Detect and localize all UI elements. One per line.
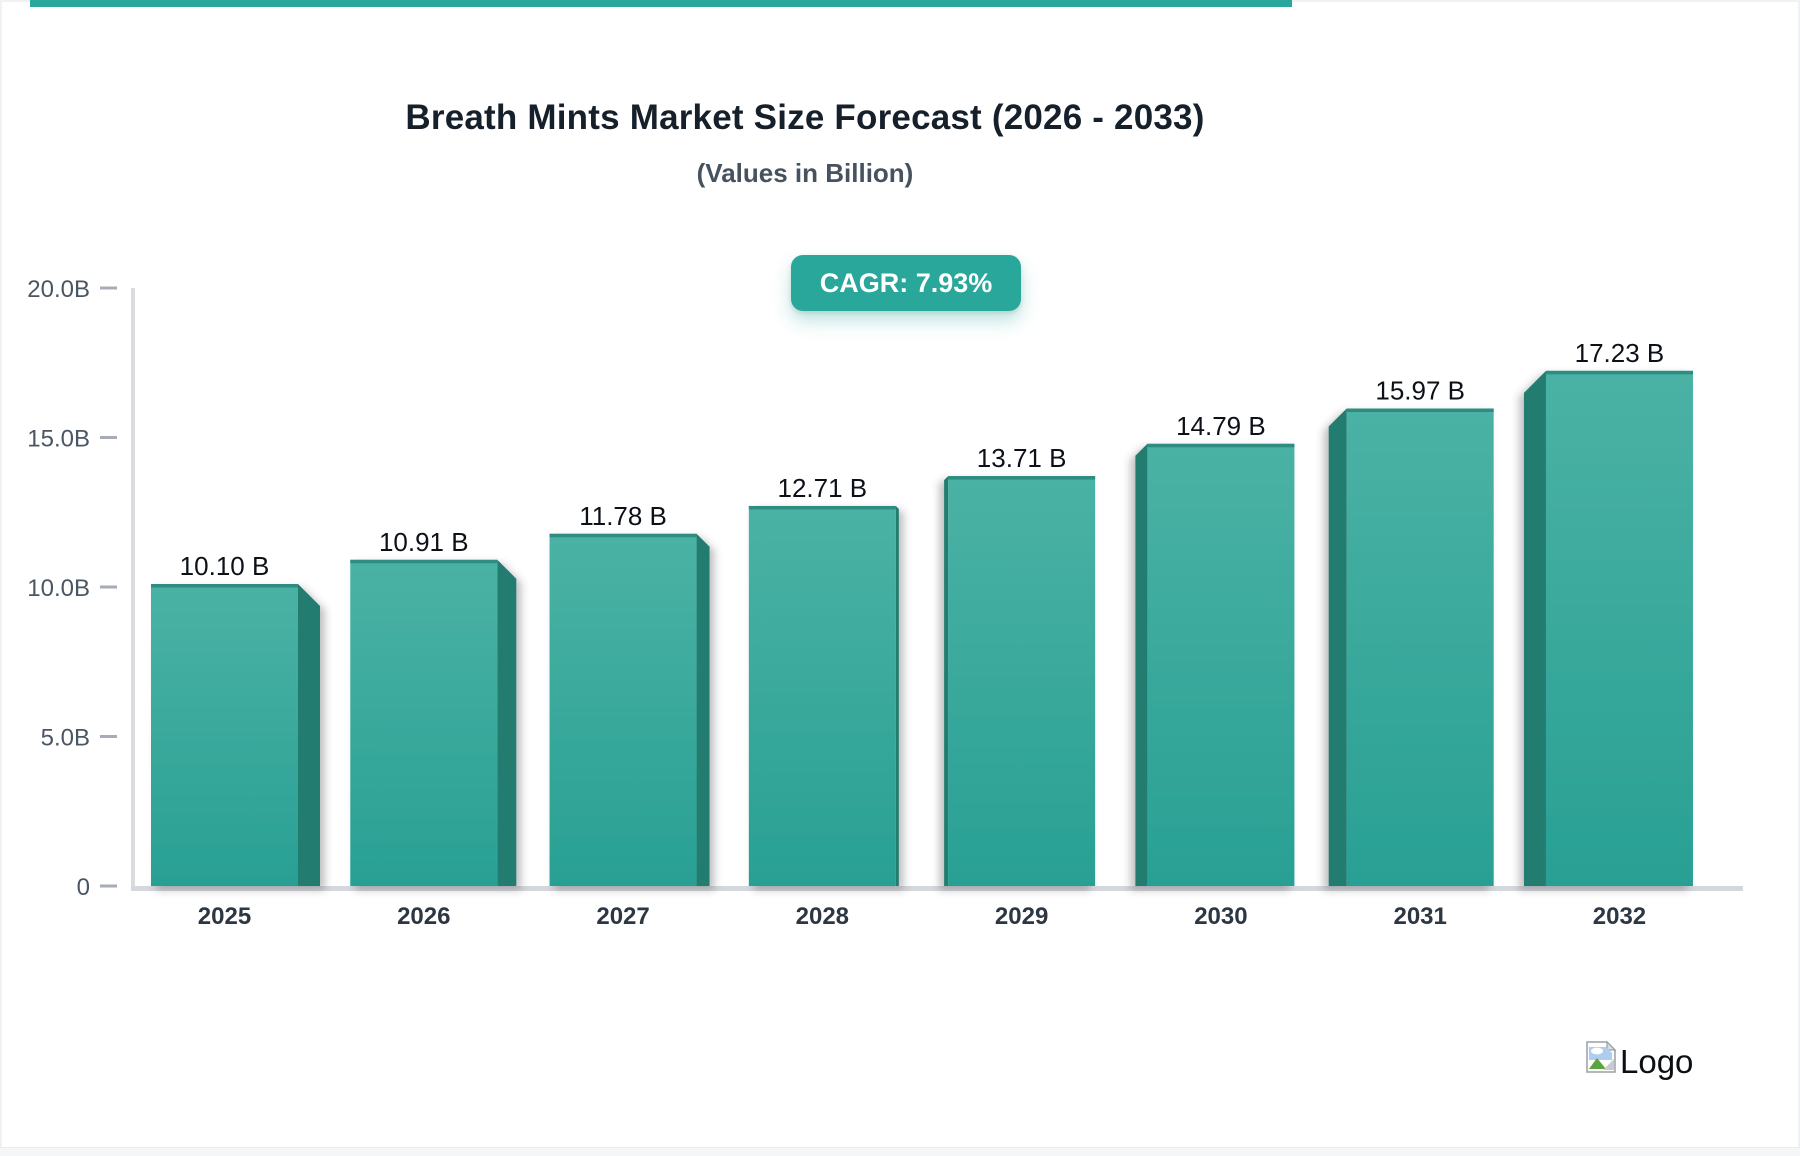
bar-side-face xyxy=(1328,408,1347,886)
bar-side-face xyxy=(696,533,710,886)
bar-side-face xyxy=(895,505,899,886)
bar-front-face xyxy=(350,559,498,886)
broken-image-icon xyxy=(1586,1040,1617,1073)
y-tick-label: 20.0B xyxy=(27,276,90,303)
bar-value-label: 10.91 B xyxy=(379,527,469,557)
y-axis-line xyxy=(131,288,135,890)
x-category-label: 2030 xyxy=(1194,903,1247,930)
cagr-badge: CAGR: 7.93% xyxy=(791,255,1021,311)
bottom-strip xyxy=(0,1147,1800,1156)
bar-value-label: 15.97 B xyxy=(1375,375,1465,405)
bar-side-face xyxy=(944,476,949,886)
x-category-label: 2026 xyxy=(397,903,450,930)
bar-front-face xyxy=(948,476,1096,886)
bar-2027 xyxy=(549,533,710,886)
bar-front-face xyxy=(1147,443,1295,886)
bar-value-label: 17.23 B xyxy=(1575,338,1665,368)
x-axis-line xyxy=(131,886,1743,891)
bar-top-edge xyxy=(549,533,697,538)
y-tick-label: 10.0B xyxy=(27,575,90,602)
page-title: Breath Mints Market Size Forecast (2026 … xyxy=(405,98,1205,137)
x-category-label: 2031 xyxy=(1393,903,1446,930)
bar-value-label: 13.71 B xyxy=(977,443,1067,473)
bar-2030 xyxy=(1135,443,1295,886)
bar-top-edge xyxy=(748,505,896,510)
x-category-label: 2028 xyxy=(796,903,849,930)
page-subtitle: (Values in Billion) xyxy=(696,158,914,188)
bar-side-face xyxy=(1523,370,1546,886)
bar-front-face xyxy=(549,533,697,886)
bar-value-label: 12.71 B xyxy=(778,473,868,503)
x-category-label: 2029 xyxy=(995,903,1048,930)
bar-value-label: 11.78 B xyxy=(579,501,667,531)
bar-top-edge xyxy=(948,476,1096,480)
bar-value-label: 10.10 B xyxy=(180,551,270,581)
logo-text: Logo xyxy=(1620,1043,1694,1080)
bar-top-edge xyxy=(151,584,298,588)
bar-side-face xyxy=(298,584,320,886)
y-tick-label: 0 xyxy=(77,874,90,901)
bar-2028 xyxy=(748,505,899,886)
bar-2031 xyxy=(1328,408,1494,886)
bar-side-face xyxy=(1135,443,1148,886)
bar-front-face xyxy=(1545,370,1693,886)
bar-top-edge xyxy=(1346,408,1494,412)
bar-front-face xyxy=(1346,408,1494,886)
bar-2026 xyxy=(350,559,517,886)
x-category-label: 2032 xyxy=(1593,903,1646,930)
bar-top-edge xyxy=(1147,443,1295,448)
bar-top-edge xyxy=(1545,370,1693,375)
y-tick-label: 5.0B xyxy=(41,725,90,752)
bar-side-face xyxy=(497,559,517,886)
x-category-label: 2025 xyxy=(198,903,251,930)
bar-front-face xyxy=(748,505,896,886)
bar-front-face xyxy=(151,584,298,886)
bar-top-edge xyxy=(350,559,498,564)
bar-2032 xyxy=(1523,370,1693,886)
y-tick-label: 15.0B xyxy=(27,426,90,453)
top-accent-strip xyxy=(30,0,1292,7)
bar-2029 xyxy=(944,476,1096,886)
bar-2025 xyxy=(151,584,320,886)
chart-header: Breath Mints Market Size Forecast (2026 … xyxy=(5,98,1605,189)
bar-value-label: 14.79 B xyxy=(1176,411,1266,441)
logo: Logo xyxy=(1584,1040,1693,1084)
x-category-label: 2027 xyxy=(596,903,649,930)
